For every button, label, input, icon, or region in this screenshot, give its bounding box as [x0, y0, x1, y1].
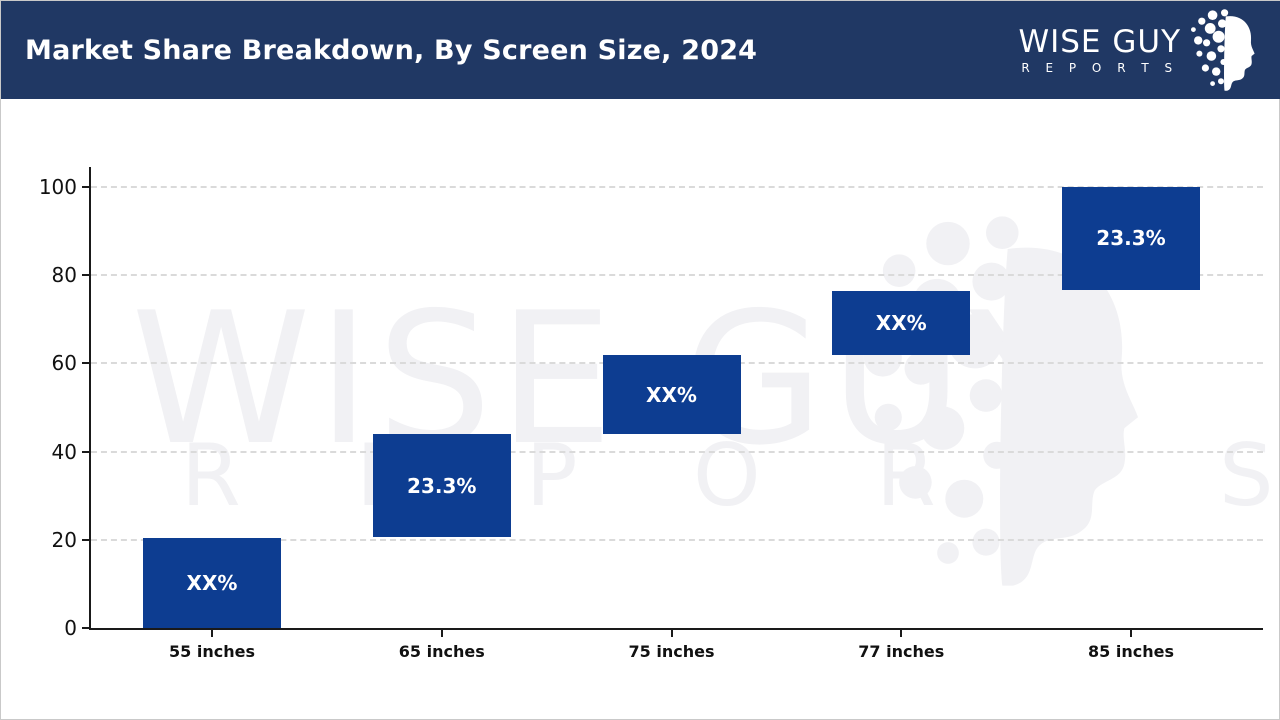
gridline-y40: [91, 450, 1263, 453]
y-axis-tick-label: 100: [38, 175, 77, 199]
bar-65-inches: [372, 434, 511, 538]
bar-value-label: XX%: [646, 382, 697, 407]
x-axis-tick: [900, 630, 903, 637]
y-axis-line: [89, 167, 91, 630]
y-axis-tick-label: 80: [51, 263, 77, 288]
y-axis-tick: [82, 186, 89, 188]
logo-subtitle: R E P O R T S: [1021, 60, 1179, 75]
y-axis-tick: [82, 627, 89, 629]
bar-77-inches: [832, 291, 971, 355]
x-axis-category-label: 77 inches: [858, 642, 945, 661]
header-bar: Market Share Breakdown, By Screen Size, …: [1, 1, 1280, 99]
x-axis-tick: [440, 630, 443, 637]
bar-value-label: XX%: [186, 571, 238, 596]
bar-75-inches: [602, 355, 741, 435]
bar-value-label: XX%: [875, 310, 927, 335]
x-axis-category-label: 85 inches: [1088, 642, 1174, 661]
page-title: Market Share Breakdown, By Screen Size, …: [25, 34, 758, 66]
x-axis-category-label: 75 inches: [628, 642, 715, 661]
logo-wordmark: WISE GUY: [1018, 23, 1181, 60]
x-axis-tick: [1130, 630, 1132, 637]
logo-head-icon: [1191, 9, 1255, 91]
x-axis-category-label: 55 inches: [169, 642, 255, 661]
x-axis-line: [89, 628, 1263, 630]
x-axis-tick: [211, 630, 213, 637]
x-axis-tick: [670, 630, 673, 637]
logo: WISE GUY R E P O R T S: [1018, 8, 1257, 92]
logo-text: WISE GUY R E P O R T S: [1018, 23, 1181, 75]
bar-85-inches: [1062, 187, 1200, 290]
y-axis-tick: [82, 450, 89, 453]
y-axis-tick-label: 60: [51, 351, 77, 376]
bar-value-label: 23.3%: [1096, 226, 1166, 251]
bar-55-inches: [143, 538, 281, 628]
y-axis-tick-label: 0: [64, 616, 77, 640]
gridline-y20: [91, 538, 1263, 541]
y-axis-tick-label: 40: [51, 439, 77, 464]
gridline-y80: [91, 274, 1263, 277]
y-axis-tick: [82, 274, 89, 277]
bar-value-label: 23.3%: [407, 473, 477, 498]
y-axis-tick: [82, 538, 89, 541]
x-axis-category-label: 65 inches: [398, 642, 485, 661]
y-axis-tick: [82, 362, 89, 365]
gridline-y100: [91, 186, 1263, 188]
y-axis-tick-label: 20: [51, 527, 77, 552]
